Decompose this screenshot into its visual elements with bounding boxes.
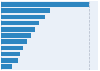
Bar	[1, 8, 50, 13]
Bar	[1, 52, 20, 56]
Bar	[1, 39, 27, 44]
Bar	[1, 21, 39, 25]
Bar	[1, 33, 31, 38]
Bar	[1, 27, 34, 32]
Bar	[1, 15, 45, 19]
Bar	[1, 46, 23, 50]
Bar	[1, 64, 12, 69]
Bar	[1, 2, 89, 7]
Bar	[1, 58, 18, 63]
